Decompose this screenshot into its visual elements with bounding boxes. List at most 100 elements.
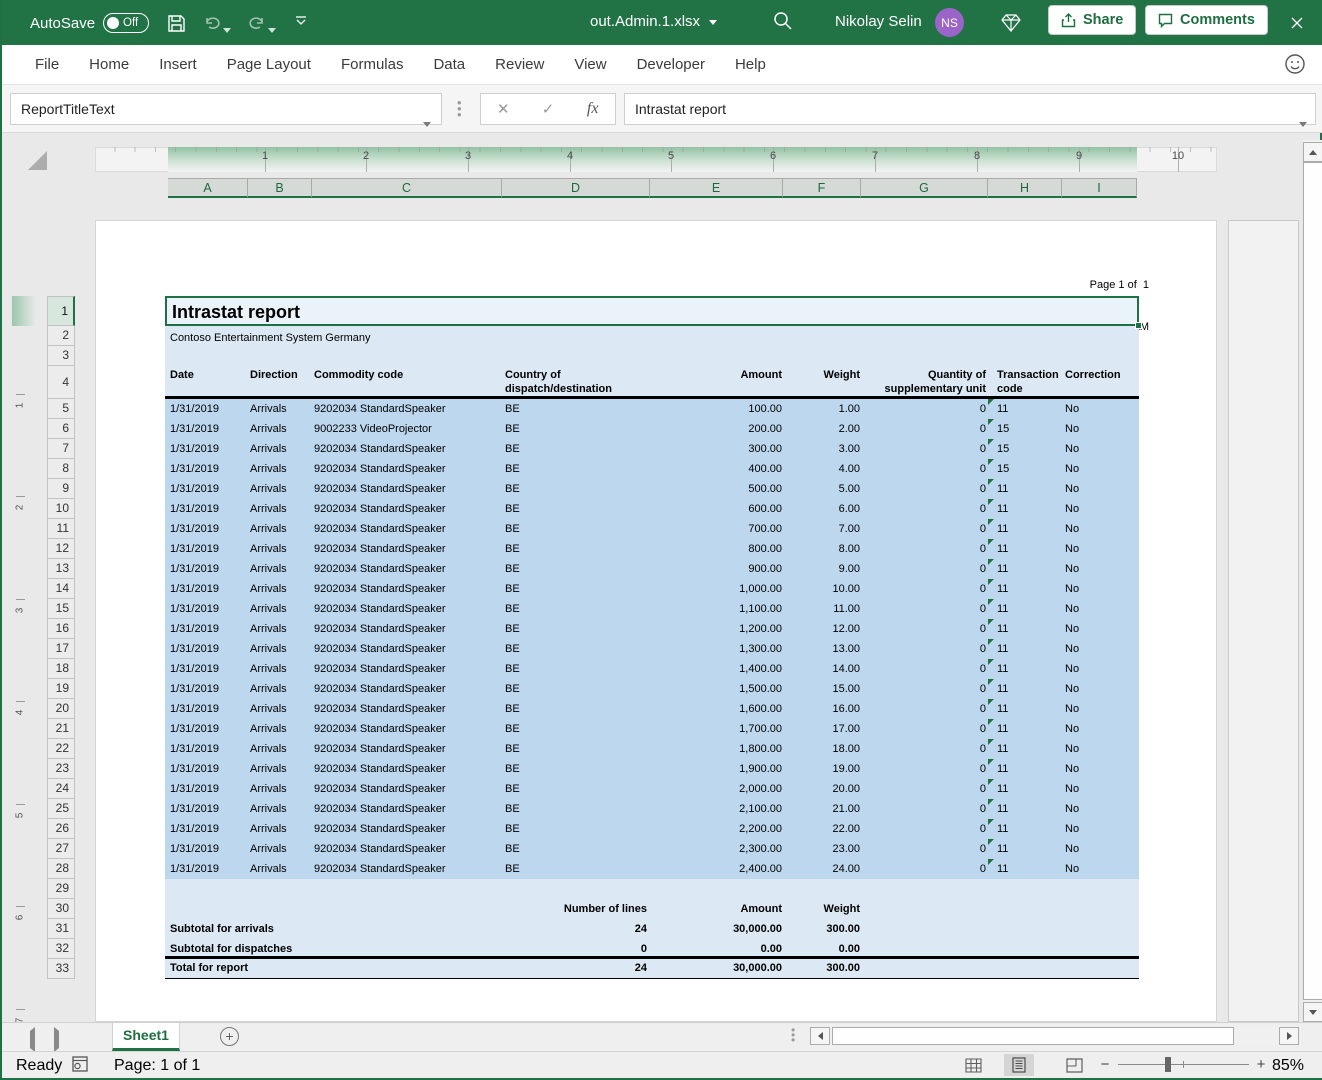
- cell-amount[interactable]: 1,200.00: [739, 623, 782, 635]
- cell-date[interactable]: 1/31/2019: [170, 763, 219, 775]
- cell-weight[interactable]: 18.00: [832, 743, 860, 755]
- search-icon[interactable]: [772, 10, 798, 36]
- row-header[interactable]: 21: [47, 719, 75, 739]
- header-country[interactable]: Country of dispatch/destination: [505, 369, 612, 395]
- customize-quick-access-icon[interactable]: [295, 16, 307, 26]
- cell-correction[interactable]: No: [1065, 863, 1080, 875]
- cell-quantity[interactable]: 0: [979, 743, 986, 755]
- table-row[interactable]: 1/31/2019 Arrivals 9202034 StandardSpeak…: [165, 659, 1139, 679]
- cell-country[interactable]: BE: [505, 603, 520, 615]
- cell-commodity[interactable]: 9202034 StandardSpeaker: [314, 503, 446, 515]
- cell-transaction[interactable]: 11: [997, 743, 1009, 755]
- cell-date[interactable]: 1/31/2019: [170, 663, 219, 675]
- ribbon-tab[interactable]: Formulas: [340, 56, 404, 73]
- undo-dropdown-icon[interactable]: [223, 20, 231, 38]
- row-header[interactable]: 17: [47, 639, 75, 659]
- cell-country[interactable]: BE: [505, 803, 520, 815]
- page-break-preview-icon[interactable]: [1059, 1054, 1089, 1076]
- cell-weight[interactable]: 20.00: [832, 783, 860, 795]
- zoom-out-icon[interactable]: −: [1100, 1056, 1110, 1073]
- cell-transaction[interactable]: 11: [997, 663, 1009, 675]
- row-header[interactable]: 2: [47, 326, 75, 346]
- cell-transaction[interactable]: 11: [997, 683, 1009, 695]
- cell-correction[interactable]: No: [1065, 543, 1080, 555]
- redo-icon[interactable]: [245, 11, 269, 35]
- row-header[interactable]: 4: [47, 366, 75, 399]
- cell-weight[interactable]: 11.00: [833, 603, 860, 615]
- cell-date[interactable]: 1/31/2019: [170, 703, 219, 715]
- table-row[interactable]: 1/31/2019 Arrivals 9002233 VideoProjecto…: [165, 419, 1139, 439]
- cell-quantity[interactable]: 0: [979, 843, 986, 855]
- cell-amount[interactable]: 2,300.00: [739, 843, 782, 855]
- cell-direction[interactable]: Arrivals: [250, 543, 287, 555]
- cell-correction[interactable]: No: [1065, 503, 1080, 515]
- cell-weight[interactable]: 1.00: [838, 403, 860, 415]
- cell-country[interactable]: BE: [505, 643, 520, 655]
- cell-direction[interactable]: Arrivals: [250, 483, 287, 495]
- column-header[interactable]: G: [861, 178, 988, 198]
- column-header[interactable]: I: [1062, 178, 1137, 198]
- cell-commodity[interactable]: 9202034 StandardSpeaker: [314, 783, 446, 795]
- cell-commodity[interactable]: 9202034 StandardSpeaker: [314, 823, 446, 835]
- cell-date[interactable]: 1/31/2019: [170, 643, 219, 655]
- cell-weight[interactable]: 24.00: [832, 863, 860, 875]
- cell-quantity[interactable]: 0: [979, 723, 986, 735]
- header-date[interactable]: Date: [170, 369, 194, 381]
- cell-weight[interactable]: 13.00: [832, 643, 860, 655]
- cell-correction[interactable]: No: [1065, 623, 1080, 635]
- summary-row-weight[interactable]: 300.00: [826, 923, 860, 935]
- cell-commodity[interactable]: 9202034 StandardSpeaker: [314, 863, 446, 875]
- column-header[interactable]: D: [502, 178, 650, 198]
- cell-amount[interactable]: 500.00: [748, 483, 782, 495]
- name-box-dropdown-icon[interactable]: [423, 107, 431, 137]
- row-header[interactable]: 25: [47, 799, 75, 819]
- cell-commodity[interactable]: 9202034 StandardSpeaker: [314, 463, 446, 475]
- company-name-cell[interactable]: Contoso Entertainment System Germany: [170, 332, 371, 344]
- cell-country[interactable]: BE: [505, 723, 520, 735]
- summary-row-lines[interactable]: 24: [634, 923, 647, 935]
- cell-commodity[interactable]: 9202034 StandardSpeaker: [314, 583, 446, 595]
- cell-date[interactable]: 1/31/2019: [170, 463, 219, 475]
- page-layout-view-icon[interactable]: [1004, 1054, 1034, 1076]
- cell-weight[interactable]: 23.00: [832, 843, 860, 855]
- table-row[interactable]: 1/31/2019 Arrivals 9202034 StandardSpeak…: [165, 559, 1139, 579]
- cell-weight[interactable]: 12.00: [832, 623, 860, 635]
- total-row[interactable]: Total for report 24 30,000.00 300.00: [165, 956, 1139, 979]
- cell-date[interactable]: 1/31/2019: [170, 423, 219, 435]
- table-row[interactable]: 1/31/2019 Arrivals 9202034 StandardSpeak…: [165, 579, 1139, 599]
- cell-direction[interactable]: Arrivals: [250, 403, 287, 415]
- cell-date[interactable]: 1/31/2019: [170, 843, 219, 855]
- cell-direction[interactable]: Arrivals: [250, 563, 287, 575]
- summary-row[interactable]: Subtotal for dispatches 0 0.00 0.00: [165, 939, 1139, 959]
- cell-correction[interactable]: No: [1065, 583, 1080, 595]
- cell-weight[interactable]: 17.00: [832, 723, 860, 735]
- row-header[interactable]: 5: [47, 399, 75, 419]
- cell-transaction[interactable]: 11: [997, 863, 1009, 875]
- row-header[interactable]: 27: [47, 839, 75, 859]
- summary-amount-label[interactable]: Amount: [740, 903, 782, 915]
- cell-quantity[interactable]: 0: [979, 543, 986, 555]
- cell-direction[interactable]: Arrivals: [250, 643, 287, 655]
- document-title[interactable]: out.Admin.1.xlsx: [590, 12, 718, 30]
- cell-correction[interactable]: No: [1065, 443, 1080, 455]
- row-header[interactable]: 10: [47, 499, 75, 519]
- cell-quantity[interactable]: 0: [979, 423, 986, 435]
- table-row[interactable]: 1/31/2019 Arrivals 9202034 StandardSpeak…: [165, 839, 1139, 859]
- row-header[interactable]: 30: [47, 899, 75, 919]
- row-header[interactable]: 19: [47, 679, 75, 699]
- cell-quantity[interactable]: 0: [979, 563, 986, 575]
- row-header[interactable]: 6: [47, 419, 75, 439]
- cell-quantity[interactable]: 0: [979, 483, 986, 495]
- cell-weight[interactable]: 3.00: [838, 443, 860, 455]
- table-row[interactable]: 1/31/2019 Arrivals 9202034 StandardSpeak…: [165, 519, 1139, 539]
- normal-view-icon[interactable]: [958, 1054, 988, 1076]
- cell-transaction[interactable]: 11: [997, 523, 1009, 535]
- cell-amount[interactable]: 300.00: [748, 443, 782, 455]
- cell-direction[interactable]: Arrivals: [250, 683, 287, 695]
- cell-amount[interactable]: 1,800.00: [739, 743, 782, 755]
- cell-quantity[interactable]: 0: [979, 863, 986, 875]
- cell-commodity[interactable]: 9202034 StandardSpeaker: [314, 563, 446, 575]
- cell-weight[interactable]: 5.00: [838, 483, 860, 495]
- cell-weight[interactable]: 9.00: [838, 563, 860, 575]
- cell-quantity[interactable]: 0: [979, 683, 986, 695]
